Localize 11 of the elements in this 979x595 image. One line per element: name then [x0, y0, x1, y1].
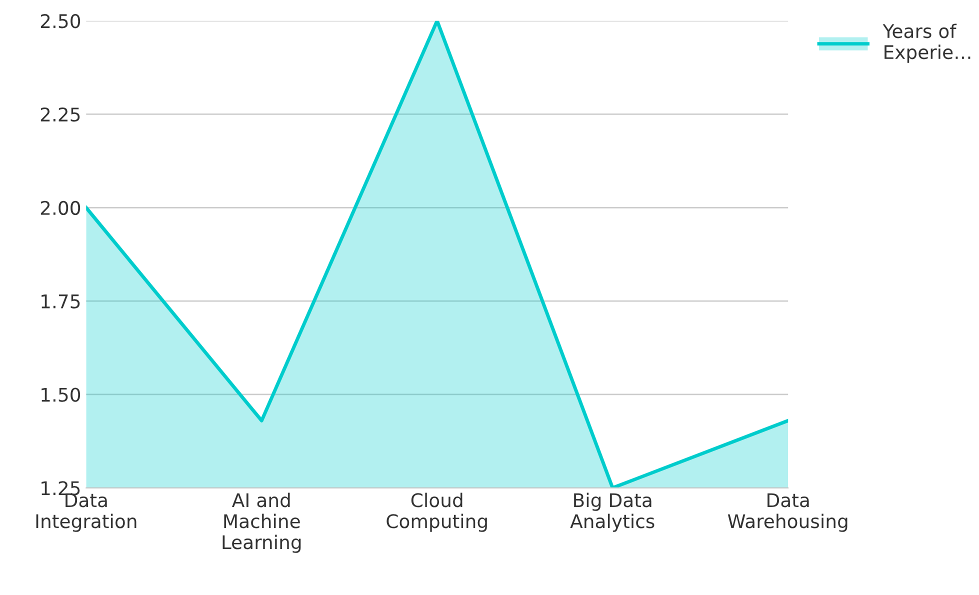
x-tick-label: Cloud Computing: [386, 492, 487, 532]
x-tick-label: Data Warehousing: [728, 493, 848, 532]
y-tick-label: 2.50: [40, 14, 80, 28]
y-tick-label: 1.50: [42, 388, 80, 402]
y-tick-label: 1.25: [42, 481, 80, 496]
y-tick-label: 1.75: [42, 294, 80, 308]
x-tick-label: Big Data Analytics: [570, 492, 654, 532]
x-tick-label: AI and Machine Learning: [222, 492, 301, 553]
y-tick-label: 2.25: [40, 107, 80, 122]
y-tick-label: 2.00: [40, 200, 80, 216]
legend-label: Years of Experie…: [882, 24, 970, 63]
